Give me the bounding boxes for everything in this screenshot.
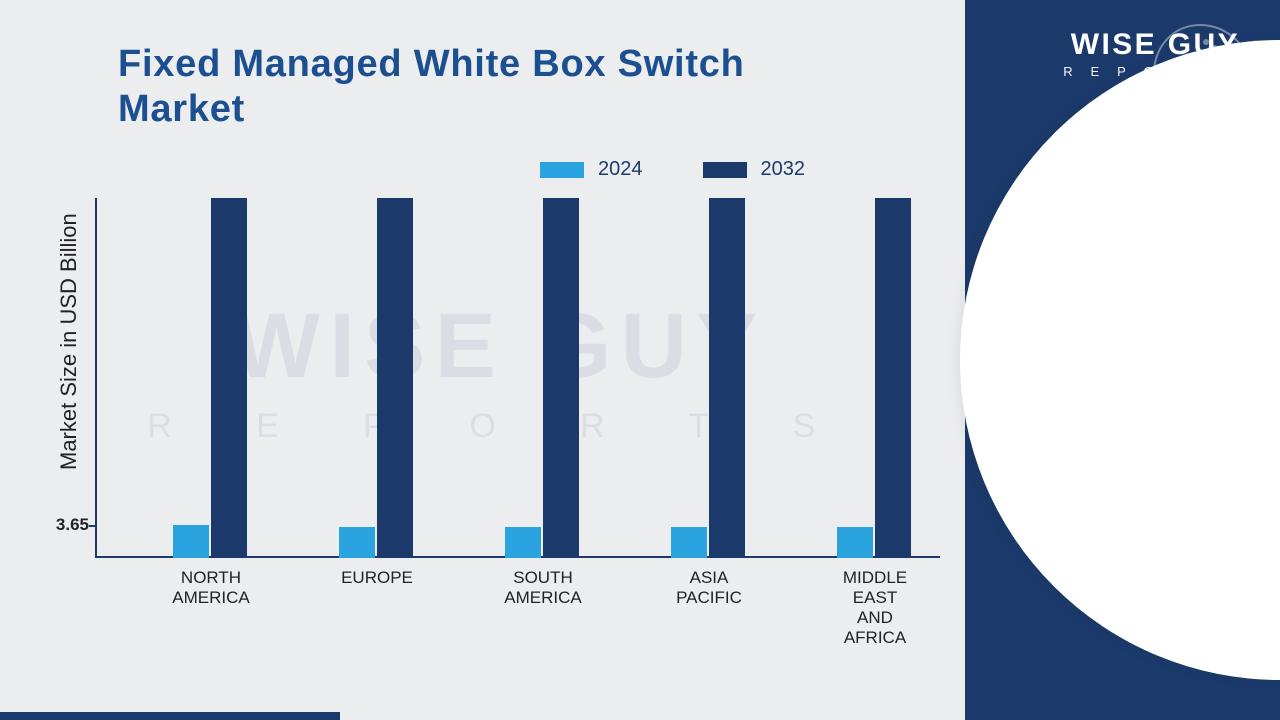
brand-logo: WISE GUY R E P O R T S — [1063, 28, 1240, 79]
category-label: SOUTHAMERICA — [468, 568, 618, 608]
bar-2032 — [377, 198, 413, 558]
bar-2032 — [211, 198, 247, 558]
category-label: NORTHAMERICA — [136, 568, 286, 608]
legend-swatch-2024 — [540, 162, 584, 178]
legend-swatch-2032 — [703, 162, 747, 178]
bar-2032 — [875, 198, 911, 558]
bottom-accent-bar — [0, 712, 340, 720]
legend-label-2032: 2032 — [761, 158, 806, 181]
legend: 2024 2032 — [540, 158, 805, 181]
legend-label-2024: 2024 — [598, 158, 643, 181]
brand-line-2: R E P O R T S — [1063, 64, 1240, 79]
bar-2024 — [505, 527, 541, 559]
category-label: MIDDLEEASTANDAFRICA — [800, 568, 950, 648]
category-label: ASIAPACIFIC — [634, 568, 784, 608]
y-axis-line — [95, 198, 97, 558]
category-label: EUROPE — [302, 568, 452, 588]
legend-item-2032: 2032 — [703, 158, 806, 181]
bar-2032 — [709, 198, 745, 558]
bar-2024 — [339, 527, 375, 559]
y-tick-label: 3.65 — [45, 515, 89, 535]
bar-2024 — [671, 527, 707, 559]
chart-canvas: WISE GUY R E P O R T S Fixed Managed Whi… — [0, 0, 1280, 720]
bar-2024 — [837, 527, 873, 559]
y-tick — [89, 525, 95, 527]
legend-item-2024: 2024 — [540, 158, 643, 181]
chart-title: Fixed Managed White Box Switch Market — [118, 42, 758, 132]
y-axis-label: Market Size in USD Billion — [56, 213, 82, 470]
brand-line-1: WISE GUY — [1063, 28, 1240, 62]
bar-2024 — [173, 525, 209, 558]
bar-2032 — [543, 198, 579, 558]
plot-area: 3.65NORTHAMERICAEUROPESOUTHAMERICAASIAPA… — [95, 198, 940, 558]
